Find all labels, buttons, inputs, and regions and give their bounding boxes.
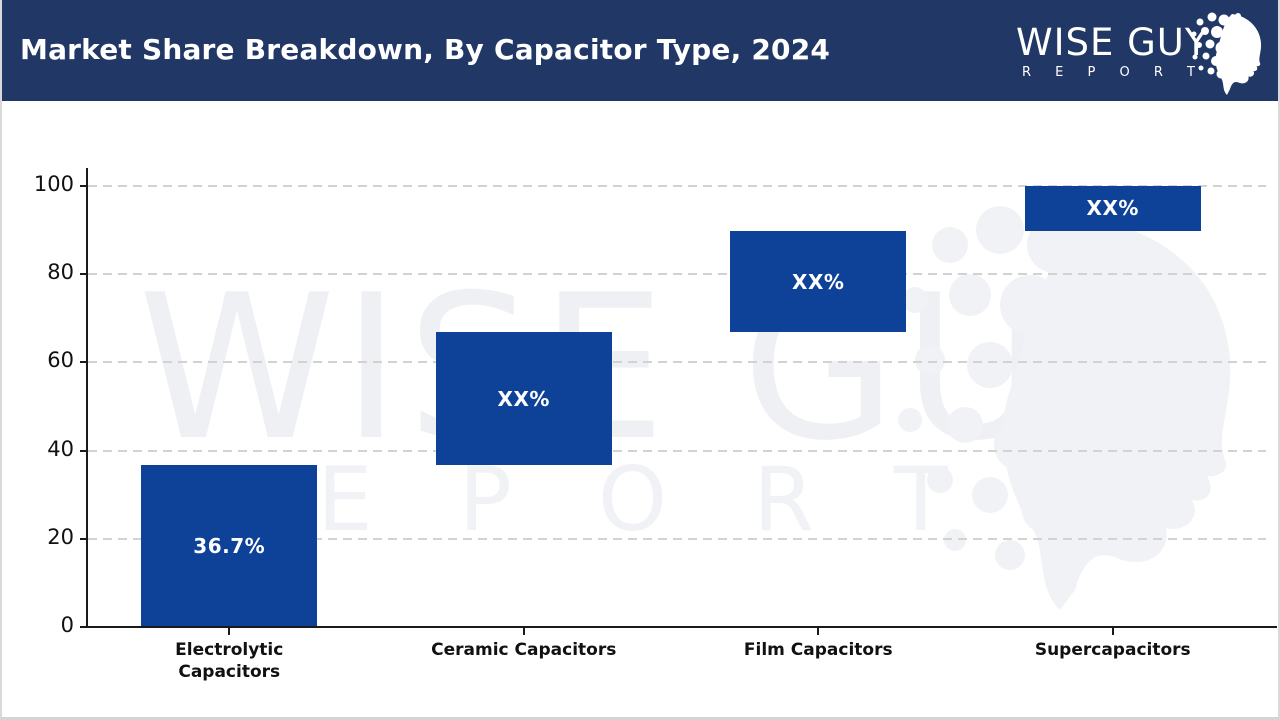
x-category-label-2: Film Capacitors (743, 640, 893, 660)
grid-line-100 (88, 185, 1266, 187)
grid-line-40 (88, 449, 1266, 452)
watermark-face-icon (898, 203, 1231, 610)
market-share-chart: 0 20 40 60 80 100 36.7% Electrolytic Capacitors… (0, 101, 1280, 720)
grid-line-20 (88, 537, 1266, 540)
bar-value-label-3: XX% (1086, 196, 1139, 221)
page-title: Market Share Breakdown, By Capacitor Typ… (20, 33, 831, 66)
grid-line-80 (88, 273, 1266, 276)
bar-0: 36.7% (141, 465, 318, 627)
y-tick-mark-20 (80, 537, 88, 540)
logo-wordmark: WISE GUY (1016, 21, 1209, 64)
bar-value-label-1: XX% (497, 386, 550, 411)
logo-subtitle: R E P O R T S (1022, 65, 1238, 80)
x-axis-line (86, 626, 1277, 628)
y-tick-label-40: 40 (47, 436, 74, 461)
x-tick-mark-1 (522, 627, 525, 635)
y-tick-mark-100 (80, 185, 88, 187)
y-tick-mark-40 (80, 449, 88, 452)
y-tick-label-80: 80 (47, 260, 74, 285)
header-bar: Market Share Breakdown, By Capacitor Typ… (0, 0, 1280, 101)
wise-guy-logo: WISE GUY R E P O R T S (1016, 6, 1266, 96)
x-category-label-1: Ceramic Capacitors (431, 640, 617, 660)
bar-value-label-2: XX% (792, 269, 845, 294)
logo-text: WISE GUY R E P O R T S (1016, 21, 1238, 80)
x-tick-mark-3 (1111, 627, 1114, 635)
watermark-subtitle: REPORTS (170, 448, 1176, 551)
logo-face-icon (1191, 12, 1262, 95)
y-tick-label-60: 60 (47, 348, 74, 373)
y-tick-label-100: 100 (33, 172, 74, 196)
x-category-label-3: Supercapacitors (1034, 640, 1191, 660)
bar-3: XX% (1024, 186, 1201, 231)
x-tick-mark-2 (817, 627, 820, 635)
y-axis-line (86, 168, 88, 627)
y-tick-label-0: 0 (60, 613, 74, 637)
y-tick-mark-80 (80, 273, 88, 276)
bar-value-label-0: 36.7% (193, 534, 266, 559)
x-tick-mark-0 (228, 627, 231, 635)
bar-1: XX% (435, 332, 612, 466)
y-tick-mark-0 (80, 626, 88, 628)
y-tick-mark-60 (80, 361, 88, 364)
x-category-label-0: Electrolytic Capacitors (175, 640, 284, 682)
bar-2: XX% (730, 230, 907, 333)
grid-line-60 (88, 361, 1266, 364)
y-tick-label-20: 20 (47, 524, 74, 549)
